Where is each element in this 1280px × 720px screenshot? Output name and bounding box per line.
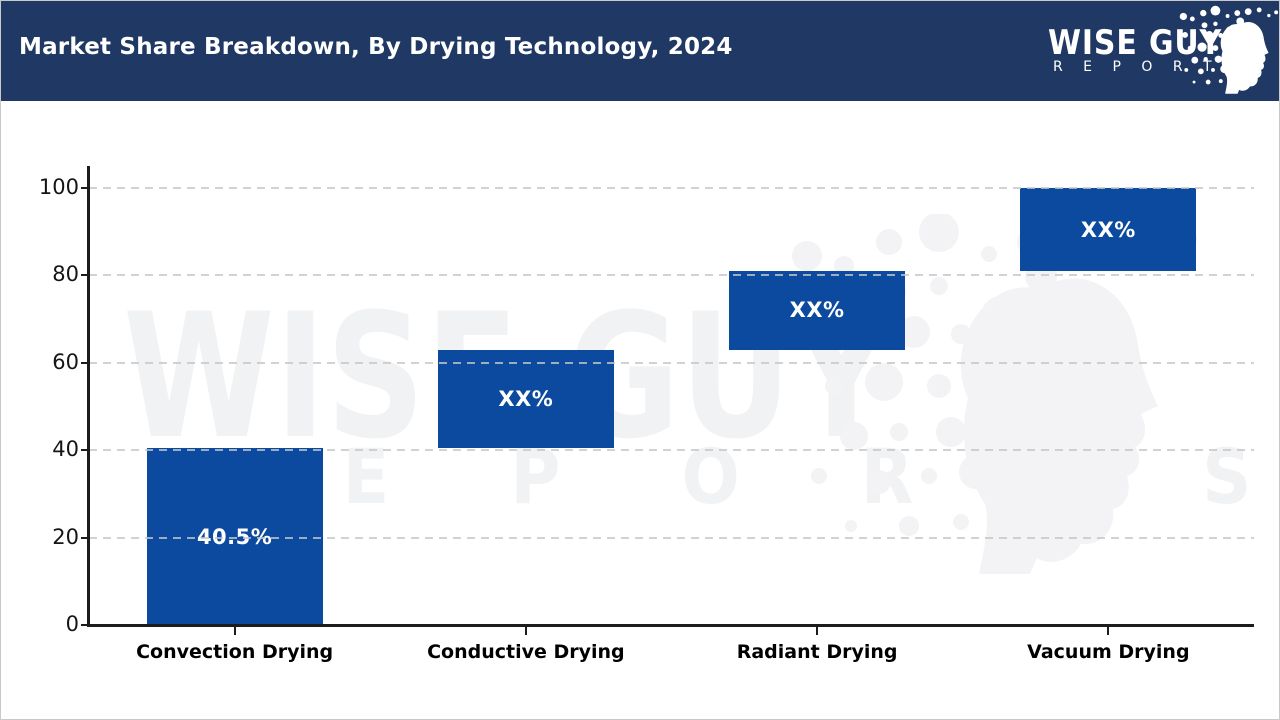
header-bar: Market Share Breakdown, By Drying Techno… (1, 1, 1279, 101)
x-tick-label-radiant-drying: Radiant Drying (736, 641, 898, 663)
y-axis (87, 166, 90, 627)
bar-value-label: XX% (1080, 217, 1136, 242)
wise-guy-logo-head-icon (1179, 5, 1279, 94)
y-tick-label-0: 0 (65, 612, 79, 636)
x-tick-label-convection-drying: Convection Drying (136, 641, 334, 663)
x-tick (233, 627, 236, 635)
y-tick (81, 536, 89, 539)
y-tick (81, 187, 89, 189)
plot-area: 40.5% XX% XX% XX% (89, 187, 1254, 625)
bar-vacuum-drying: XX% (1020, 188, 1197, 272)
wise-guy-logo-text: WISE GUY (1048, 23, 1223, 63)
bar-value-label: XX% (789, 298, 845, 323)
gridline-40 (89, 449, 1254, 452)
y-tick (81, 449, 89, 452)
y-tick-label-40: 40 (52, 437, 79, 462)
x-tick-label-conductive-drying: Conductive Drying (427, 641, 625, 663)
y-tick-label-100: 100 (38, 175, 79, 199)
x-tick (524, 627, 527, 635)
y-tick (81, 624, 89, 626)
gridline-100 (89, 187, 1254, 189)
x-tick (816, 627, 819, 635)
y-tick (81, 274, 89, 277)
gridline-20 (89, 536, 1254, 539)
y-tick (81, 361, 89, 364)
bar-value-label: XX% (498, 386, 554, 411)
y-tick-label-80: 80 (52, 262, 79, 287)
y-tick-label-20: 20 (52, 524, 79, 549)
chart-title: Market Share Breakdown, By Drying Techno… (19, 34, 733, 60)
gridline-80 (89, 274, 1254, 277)
bar-value-label: 40.5% (196, 524, 273, 549)
x-axis (87, 624, 1254, 627)
bar-radiant-drying: XX% (729, 271, 906, 350)
bar-convection-drying: 40.5% (146, 448, 323, 625)
y-tick-label-60: 60 (52, 349, 79, 374)
x-tick-label-vacuum-drying: Vacuum Drying (1027, 641, 1190, 663)
x-tick (1107, 627, 1110, 635)
gridline-60 (89, 361, 1254, 364)
bar-conductive-drying: XX% (437, 349, 614, 449)
